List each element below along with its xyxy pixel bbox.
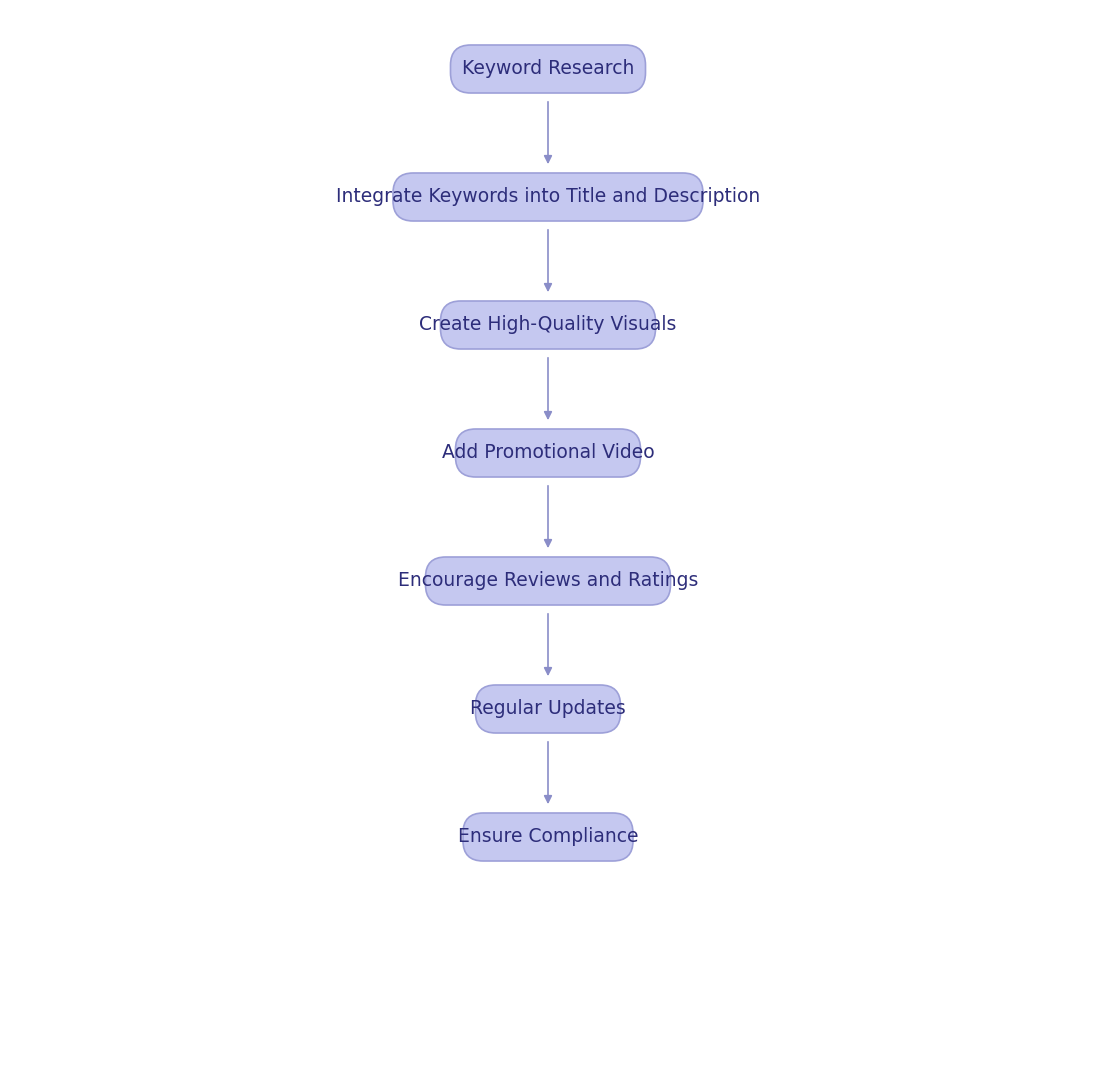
Text: Ensure Compliance: Ensure Compliance [458,827,638,847]
Text: Integrate Keywords into Title and Description: Integrate Keywords into Title and Descri… [336,187,760,207]
FancyBboxPatch shape [440,301,655,349]
Text: Add Promotional Video: Add Promotional Video [441,444,654,462]
Text: Create High-Quality Visuals: Create High-Quality Visuals [419,315,676,335]
FancyBboxPatch shape [426,557,671,605]
FancyBboxPatch shape [476,686,620,733]
FancyBboxPatch shape [393,173,703,221]
FancyBboxPatch shape [456,429,641,477]
Text: Encourage Reviews and Ratings: Encourage Reviews and Ratings [398,572,698,590]
FancyBboxPatch shape [450,45,645,93]
Text: Regular Updates: Regular Updates [470,700,626,718]
FancyBboxPatch shape [463,813,633,861]
Text: Keyword Research: Keyword Research [461,60,634,78]
